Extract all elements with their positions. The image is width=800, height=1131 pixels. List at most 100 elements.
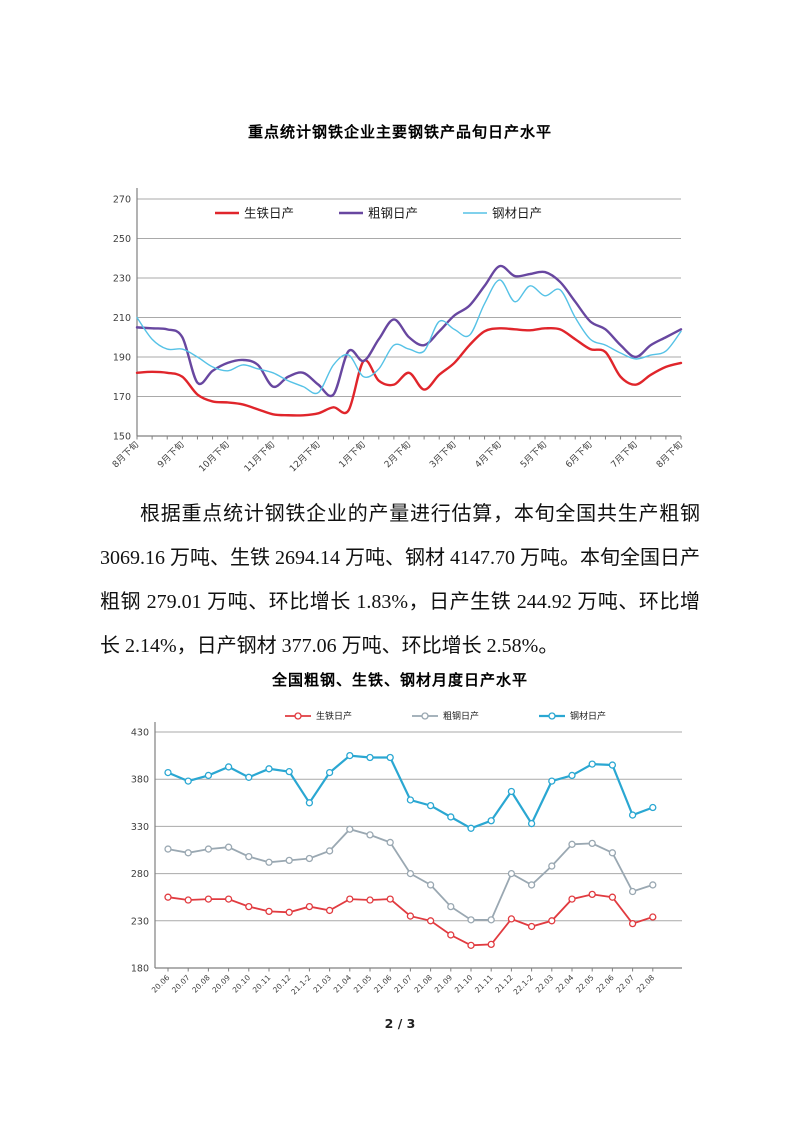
series-粗钢日产 bbox=[164, 825, 657, 924]
data-point-marker bbox=[568, 771, 576, 780]
series-生铁日产 bbox=[135, 326, 683, 417]
body-paragraph: 根据重点统计钢铁企业的产量进行估算，本旬全国共生产粗钢 3069.16 万吨、生… bbox=[100, 503, 700, 657]
y-axis-tick-label: 250 bbox=[113, 234, 131, 245]
svg-text:1月下旬: 1月下旬 bbox=[336, 439, 368, 471]
data-point-marker bbox=[608, 761, 617, 769]
data-point-marker bbox=[224, 895, 233, 903]
chart1-tenday-production-chart: 150 170 190 210 230 250 270 8月下旬 9月下旬 10月下旬 11月下旬 1… bbox=[100, 180, 700, 490]
legend: 生铁日产 粗钢日产 钢材日产 bbox=[285, 710, 606, 722]
svg-text:22.1-2: 22.1-2 bbox=[512, 973, 536, 997]
y-axis-tick-label: 190 bbox=[113, 353, 131, 364]
data-point-marker bbox=[305, 799, 314, 807]
data-point-marker bbox=[649, 803, 657, 812]
svg-text:21.07: 21.07 bbox=[392, 973, 414, 995]
data-point-marker bbox=[406, 796, 415, 804]
data-point-marker bbox=[346, 825, 354, 833]
data-point-marker bbox=[507, 915, 516, 923]
legend-label-生铁日产: 生铁日产 bbox=[244, 206, 294, 221]
svg-text:21.04: 21.04 bbox=[332, 973, 354, 995]
x-axis-ticks bbox=[167, 968, 654, 972]
svg-text:21.08: 21.08 bbox=[412, 973, 434, 995]
data-point-marker bbox=[224, 843, 233, 851]
data-point-marker bbox=[325, 906, 334, 915]
x-axis-tick-labels: 8月下旬 9月下旬 10月下旬 11月下旬 12月下旬 1月下旬 2月下旬 3月下旬 4月下旬 5… bbox=[109, 439, 685, 475]
data-point-marker bbox=[346, 895, 354, 903]
data-point-marker bbox=[588, 839, 596, 848]
data-point-marker bbox=[548, 862, 556, 870]
data-point-marker bbox=[568, 840, 576, 848]
svg-text:12月下旬: 12月下旬 bbox=[287, 439, 323, 475]
data-point-marker bbox=[164, 845, 172, 853]
y-axis-tick-label: 210 bbox=[113, 313, 131, 324]
svg-text:6月下旬: 6月下旬 bbox=[563, 439, 595, 471]
y-axis-tick-label: 380 bbox=[131, 775, 149, 786]
data-point-marker bbox=[588, 760, 596, 768]
series-生铁日产 bbox=[164, 890, 657, 949]
data-point-marker bbox=[649, 881, 657, 889]
series-钢材日产 bbox=[136, 279, 682, 395]
svg-text:7月下旬: 7月下旬 bbox=[608, 439, 640, 471]
svg-text:20.07: 20.07 bbox=[170, 973, 192, 995]
gridlines bbox=[137, 198, 681, 437]
data-point-marker bbox=[204, 895, 213, 903]
svg-text:3月下旬: 3月下旬 bbox=[427, 439, 459, 471]
data-point-marker bbox=[346, 751, 354, 760]
data-point-marker bbox=[184, 849, 192, 857]
data-point-marker bbox=[245, 852, 253, 861]
svg-text:10月下旬: 10月下旬 bbox=[196, 439, 232, 475]
data-point-marker bbox=[325, 768, 334, 777]
data-point-marker bbox=[386, 838, 394, 847]
data-point-marker bbox=[447, 902, 455, 911]
series-钢材日产 bbox=[164, 751, 657, 832]
data-point-marker bbox=[568, 895, 576, 903]
data-point-marker bbox=[527, 881, 536, 889]
svg-text:21.05: 21.05 bbox=[352, 973, 374, 995]
svg-text:20.08: 20.08 bbox=[190, 973, 212, 995]
data-point-marker bbox=[305, 854, 314, 863]
data-point-marker bbox=[265, 765, 273, 773]
data-point-marker bbox=[628, 811, 637, 819]
series-粗钢日产 bbox=[135, 264, 683, 398]
data-point-marker bbox=[285, 856, 293, 865]
data-point-marker bbox=[265, 907, 273, 916]
legend-label-生铁日产: 生铁日产 bbox=[316, 710, 352, 722]
svg-text:20.11: 20.11 bbox=[251, 973, 273, 995]
data-point-marker bbox=[527, 922, 536, 931]
chart1-svg: 150 170 190 210 230 250 270 8月下旬 9月下旬 10月下旬 11月下旬 1… bbox=[109, 188, 685, 475]
page-number: 2 / 3 bbox=[384, 1016, 416, 1031]
chart2-monthly-production-chart: 180 230 280 330 380 430 20.06 20.07 20.08 20.09 20… bbox=[100, 700, 720, 1030]
data-point-marker bbox=[184, 896, 192, 904]
data-point-marker bbox=[366, 896, 374, 904]
data-point-marker bbox=[204, 771, 213, 780]
data-point-marker bbox=[245, 773, 253, 781]
svg-text:5月下旬: 5月下旬 bbox=[517, 439, 549, 471]
data-point-marker bbox=[487, 817, 495, 825]
data-point-marker bbox=[366, 753, 374, 762]
legend-label-钢材日产: 钢材日产 bbox=[570, 710, 606, 722]
svg-text:11月下旬: 11月下旬 bbox=[241, 439, 277, 475]
data-point-marker bbox=[487, 916, 495, 924]
svg-text:22.07: 22.07 bbox=[614, 973, 636, 995]
x-axis-ticks bbox=[136, 436, 682, 440]
y-axis-tick-label: 330 bbox=[131, 822, 149, 833]
data-point-marker bbox=[285, 767, 293, 776]
data-point-marker bbox=[245, 902, 253, 911]
svg-text:21.11: 21.11 bbox=[473, 973, 495, 995]
svg-text:22.04: 22.04 bbox=[554, 973, 576, 995]
data-point-marker bbox=[204, 845, 213, 853]
svg-text:22.08: 22.08 bbox=[635, 973, 657, 995]
svg-text:21.1-2: 21.1-2 bbox=[289, 973, 313, 997]
svg-text:20.10: 20.10 bbox=[231, 973, 253, 995]
data-point-marker bbox=[608, 893, 617, 901]
data-point-marker bbox=[588, 890, 596, 899]
y-axis-tick-label: 230 bbox=[113, 274, 131, 285]
data-point-marker bbox=[406, 912, 415, 920]
y-axis-tick-label: 270 bbox=[113, 195, 131, 206]
chart1-title: 重点统计钢铁企业主要钢铁产品旬日产水平 bbox=[247, 123, 552, 141]
svg-text:21.06: 21.06 bbox=[372, 973, 394, 995]
y-axis-tick-label: 150 bbox=[113, 432, 131, 443]
legend-label-钢材日产: 钢材日产 bbox=[492, 206, 542, 221]
data-point-marker bbox=[224, 763, 233, 771]
data-point-marker bbox=[426, 801, 435, 810]
data-point-marker bbox=[386, 895, 394, 903]
